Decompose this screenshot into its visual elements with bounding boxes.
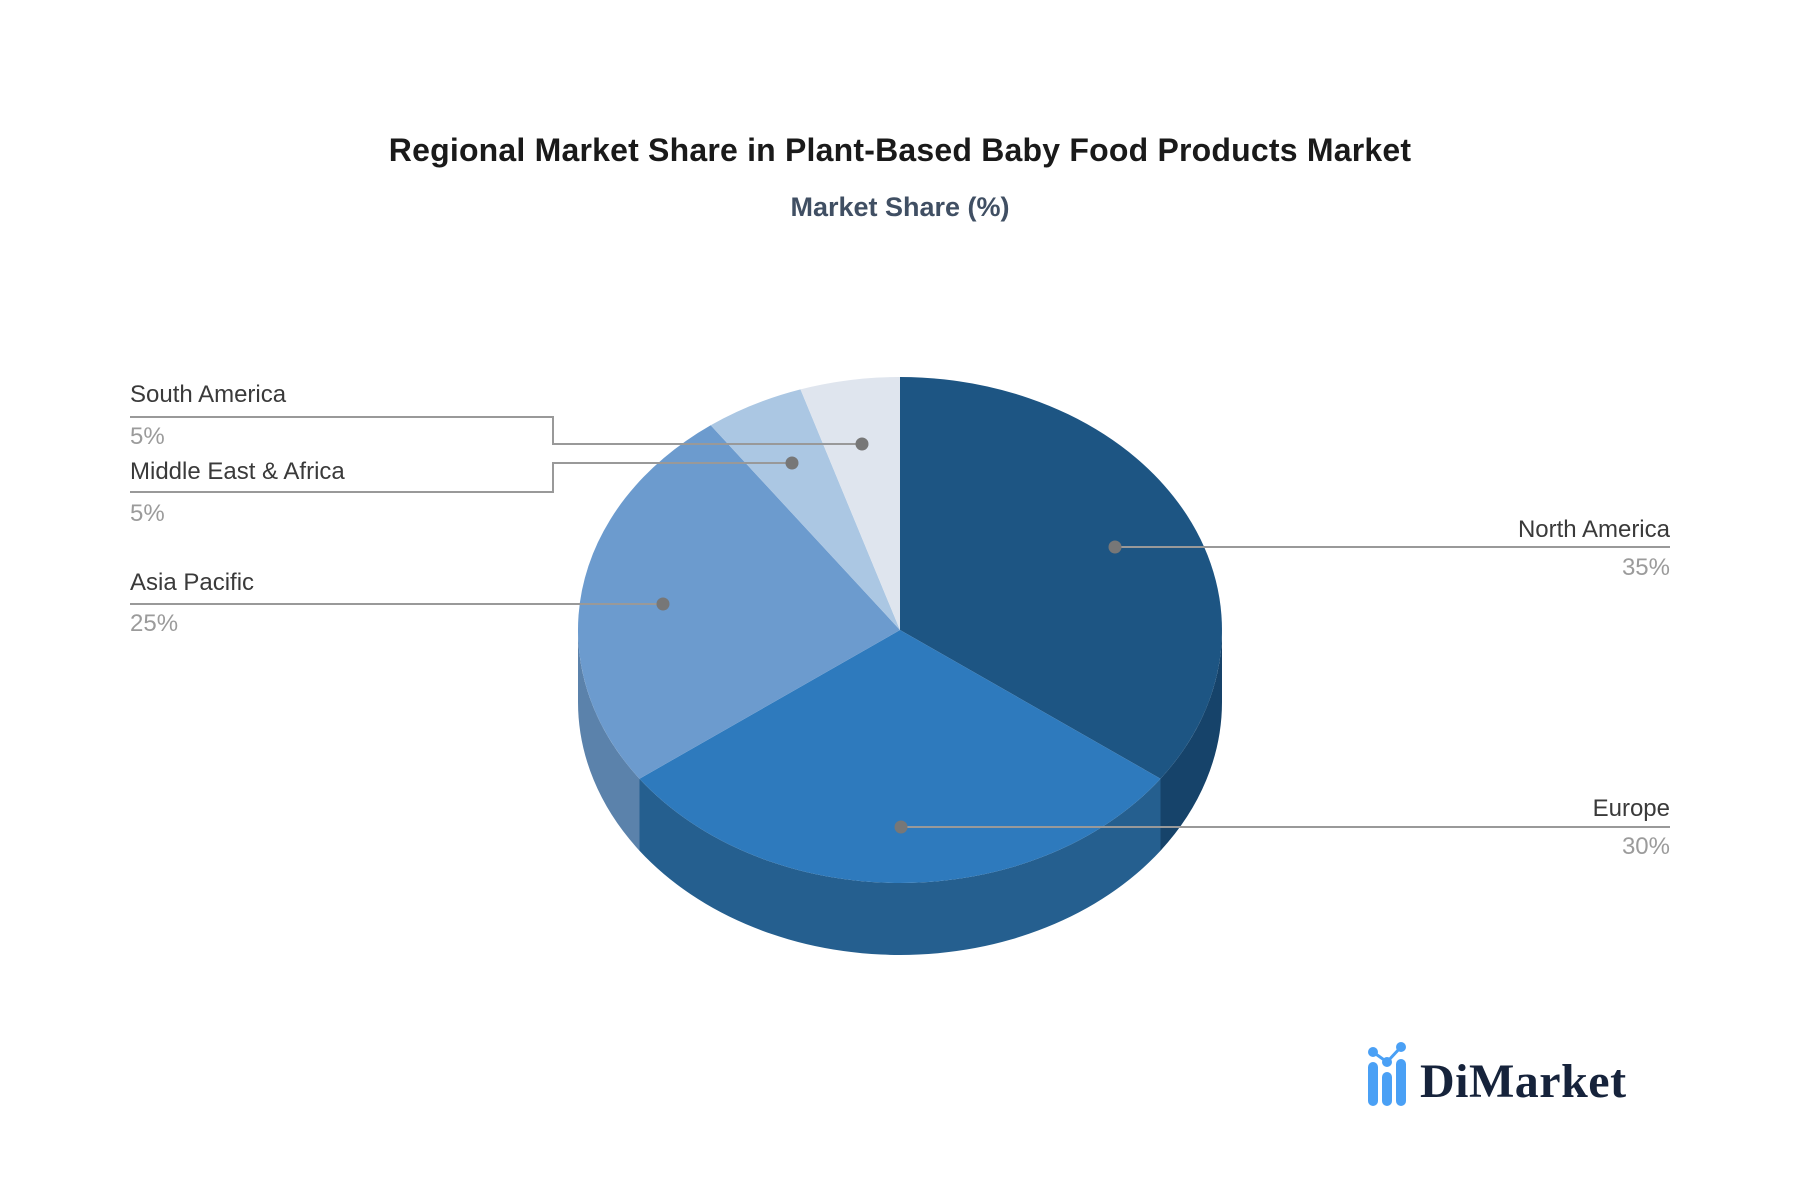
logo: DiMarket [1366, 1040, 1627, 1108]
leader-dot [785, 456, 799, 470]
leader-dot [656, 597, 670, 611]
leader-line [130, 462, 792, 493]
leader-lines [130, 416, 1670, 834]
segment-label-asia-pacific: Asia Pacific [130, 569, 255, 596]
pie-slices [577, 377, 1222, 883]
segment-label-europe: Europe [1592, 795, 1670, 822]
pie-3d-rim [578, 630, 1222, 955]
segment-label-south-america: South America [130, 381, 287, 408]
pie-slice-asia-pacific [577, 425, 900, 779]
pie-slice-north-america [900, 377, 1222, 779]
segment-label-north-america: North America [1517, 516, 1670, 543]
pie-slice-europe [639, 630, 1161, 883]
segment-value-north-america: 35% [1621, 554, 1670, 581]
pie-rim-segment [639, 778, 1161, 955]
leader-dot [894, 820, 908, 834]
chart-subtitle: Market Share (%) [790, 192, 1010, 222]
segment-label-middle-east-africa: Middle East & Africa [130, 458, 345, 485]
pie-slice-south-america [800, 377, 900, 630]
chart-title: Regional Market Share in Plant-Based Bab… [388, 132, 1412, 168]
pie-rim-segment [1160, 630, 1222, 851]
leader-line [130, 416, 862, 445]
logo-text: DiMarket [1420, 1055, 1627, 1108]
leader-dot [855, 437, 869, 451]
leader-dot [1108, 540, 1122, 554]
segment-value-asia-pacific: 25% [130, 610, 179, 637]
segment-value-middle-east-africa: 5% [130, 500, 165, 527]
bar-line-chart-icon [1368, 1042, 1406, 1106]
segment-value-europe: 30% [1621, 833, 1670, 860]
pie-rim-segment [578, 630, 640, 851]
segment-value-south-america: 5% [130, 423, 165, 450]
pie-slice-middle-east-africa [710, 389, 900, 630]
